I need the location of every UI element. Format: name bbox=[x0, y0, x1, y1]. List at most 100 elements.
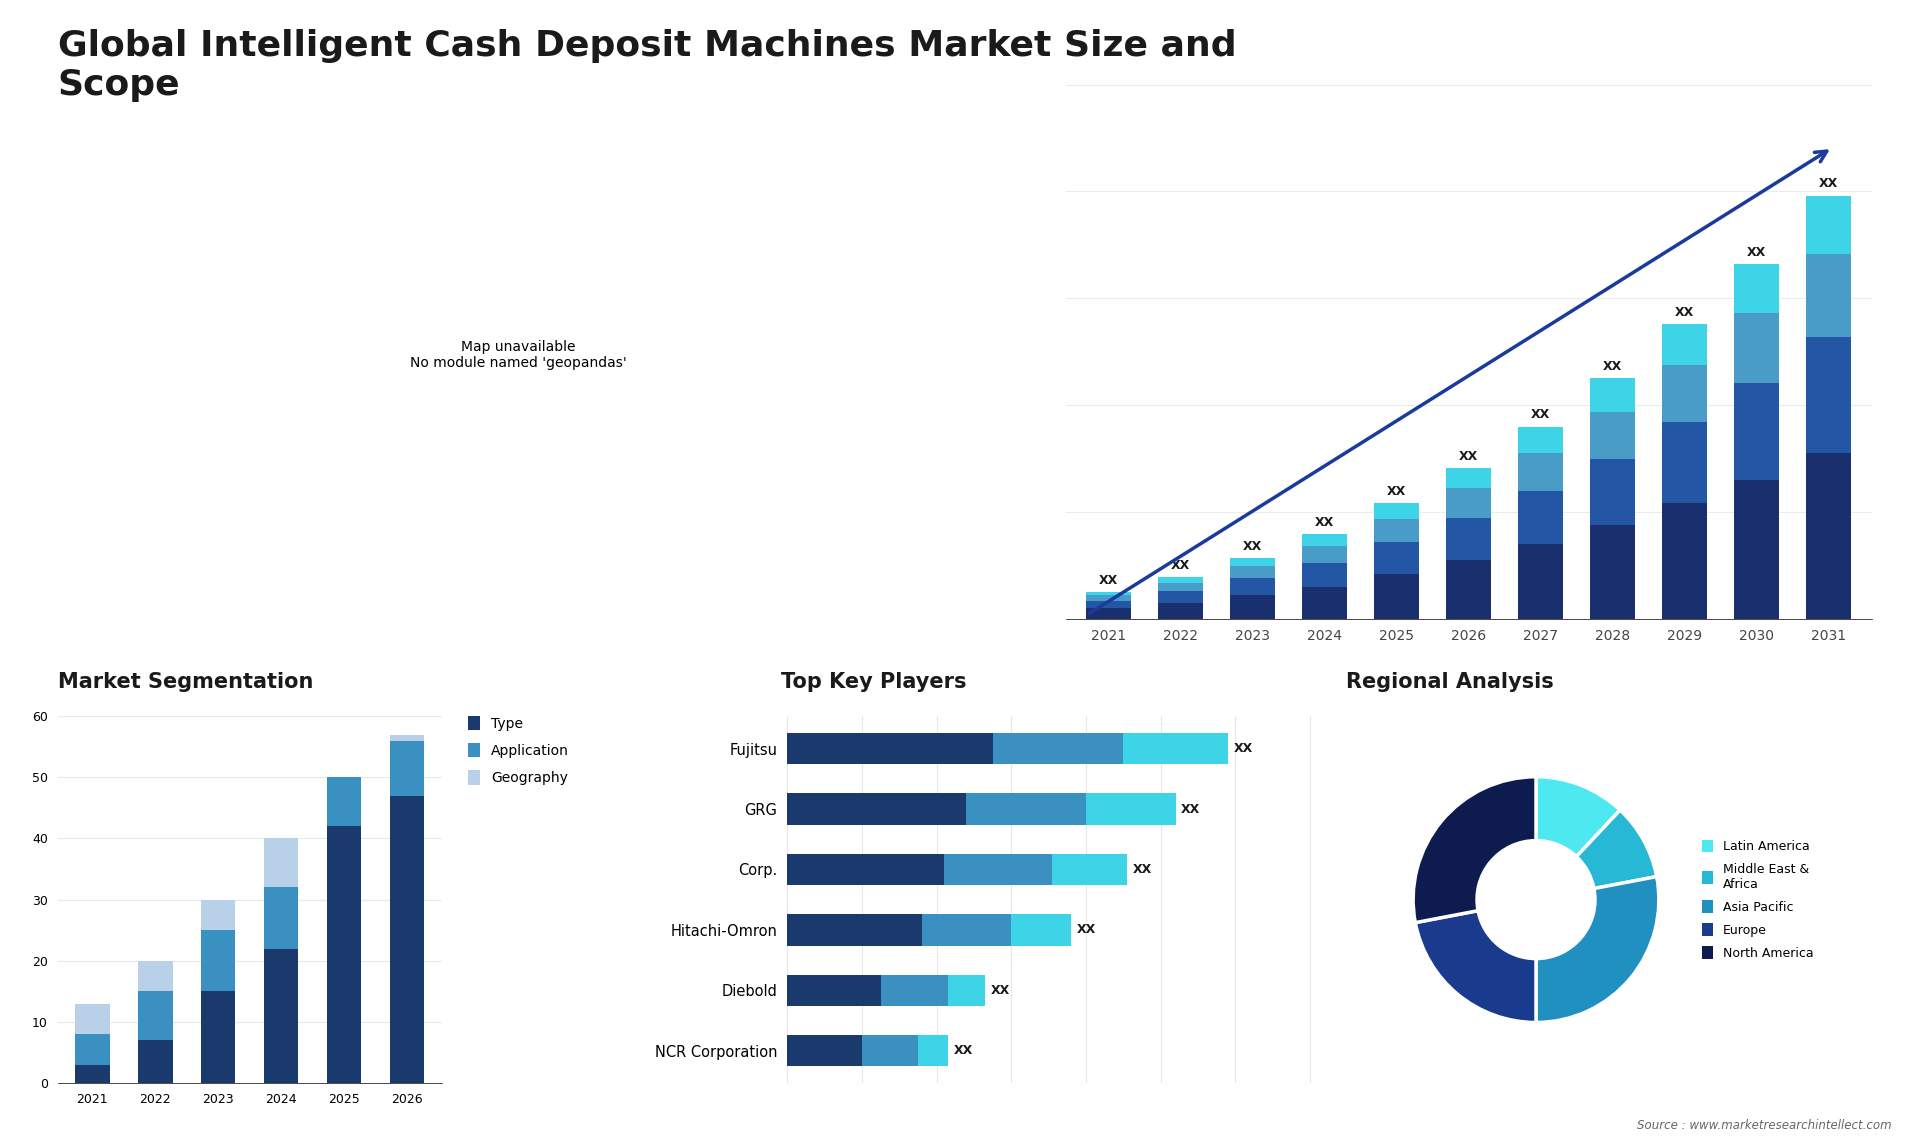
Bar bbox=[1087, 595, 1131, 601]
Bar bbox=[787, 733, 993, 764]
Bar bbox=[75, 1065, 109, 1083]
Bar bbox=[1302, 534, 1348, 547]
Text: XX: XX bbox=[1181, 802, 1200, 816]
Bar bbox=[1087, 793, 1175, 825]
Wedge shape bbox=[1413, 777, 1536, 923]
Bar bbox=[862, 1035, 918, 1066]
Bar bbox=[1375, 503, 1419, 519]
Bar bbox=[787, 1035, 862, 1066]
Bar bbox=[1734, 383, 1780, 480]
Bar bbox=[263, 887, 298, 949]
Bar bbox=[390, 795, 424, 1083]
Wedge shape bbox=[1536, 877, 1659, 1022]
Bar bbox=[263, 949, 298, 1083]
Bar bbox=[138, 1041, 173, 1083]
Bar bbox=[1807, 453, 1851, 619]
Text: Global Intelligent Cash Deposit Machines Market Size and
Scope: Global Intelligent Cash Deposit Machines… bbox=[58, 29, 1236, 102]
Bar bbox=[1807, 254, 1851, 337]
Text: XX: XX bbox=[1077, 924, 1096, 936]
Bar bbox=[1734, 480, 1780, 619]
Bar bbox=[1375, 574, 1419, 619]
Legend: Latin America, Middle East &
Africa, Asia Pacific, Europe, North America: Latin America, Middle East & Africa, Asi… bbox=[1701, 840, 1814, 959]
Bar bbox=[390, 740, 424, 795]
Text: XX: XX bbox=[1098, 574, 1119, 587]
Bar bbox=[1446, 560, 1492, 619]
Bar bbox=[993, 733, 1123, 764]
Bar bbox=[202, 991, 236, 1083]
Bar bbox=[787, 854, 945, 885]
Text: MARKET
RESEARCH
INTELLECT: MARKET RESEARCH INTELLECT bbox=[1797, 45, 1851, 77]
Bar bbox=[1087, 592, 1131, 595]
Bar bbox=[1663, 324, 1707, 364]
Bar bbox=[1158, 591, 1204, 603]
Bar bbox=[1519, 426, 1563, 453]
Bar bbox=[918, 1035, 948, 1066]
Bar bbox=[1446, 518, 1492, 560]
Text: XX: XX bbox=[1459, 450, 1478, 463]
Text: Market Segmentation: Market Segmentation bbox=[58, 672, 313, 691]
Bar bbox=[966, 793, 1087, 825]
Bar bbox=[1302, 564, 1348, 587]
Bar bbox=[881, 974, 948, 1006]
Bar bbox=[1590, 378, 1636, 411]
Wedge shape bbox=[1415, 911, 1536, 1022]
Bar bbox=[1446, 469, 1492, 488]
Bar bbox=[1807, 337, 1851, 453]
Bar bbox=[1087, 601, 1131, 609]
Bar bbox=[263, 839, 298, 887]
Text: XX: XX bbox=[1242, 540, 1263, 552]
Text: XX: XX bbox=[1386, 485, 1407, 499]
Text: XX: XX bbox=[1674, 306, 1695, 319]
Bar bbox=[922, 915, 1012, 945]
Text: Source : www.marketresearchintellect.com: Source : www.marketresearchintellect.com bbox=[1636, 1120, 1891, 1132]
Bar bbox=[1375, 519, 1419, 542]
Bar bbox=[202, 931, 236, 991]
Bar bbox=[138, 960, 173, 991]
Bar bbox=[1231, 579, 1275, 595]
Bar bbox=[1590, 458, 1636, 525]
Text: XX: XX bbox=[954, 1044, 973, 1057]
Bar bbox=[75, 1004, 109, 1034]
Bar bbox=[1158, 582, 1204, 591]
Bar bbox=[1663, 422, 1707, 503]
Text: Top Key Players: Top Key Players bbox=[781, 672, 966, 691]
Bar bbox=[1734, 264, 1780, 313]
Bar bbox=[948, 974, 985, 1006]
Bar bbox=[1231, 558, 1275, 566]
Bar bbox=[390, 735, 424, 740]
Bar bbox=[787, 915, 922, 945]
Bar bbox=[1158, 578, 1204, 582]
Bar bbox=[1590, 411, 1636, 458]
Bar bbox=[1123, 733, 1229, 764]
Text: XX: XX bbox=[1133, 863, 1152, 876]
Bar bbox=[1807, 196, 1851, 254]
Bar bbox=[1519, 544, 1563, 619]
Bar bbox=[1231, 566, 1275, 579]
Bar bbox=[1231, 595, 1275, 619]
Bar bbox=[1734, 313, 1780, 383]
Text: XX: XX bbox=[991, 983, 1010, 997]
Text: XX: XX bbox=[1818, 178, 1839, 190]
Bar bbox=[326, 777, 361, 826]
Bar bbox=[1663, 503, 1707, 619]
Bar bbox=[1052, 854, 1127, 885]
Bar bbox=[202, 900, 236, 931]
Bar bbox=[1158, 603, 1204, 619]
Legend: Type, Application, Geography: Type, Application, Geography bbox=[468, 716, 568, 785]
Text: XX: XX bbox=[1171, 559, 1190, 572]
Bar bbox=[1663, 364, 1707, 422]
Text: XX: XX bbox=[1747, 245, 1766, 259]
Bar bbox=[138, 991, 173, 1041]
Wedge shape bbox=[1576, 810, 1657, 888]
Bar bbox=[1012, 915, 1071, 945]
Text: Regional Analysis: Regional Analysis bbox=[1346, 672, 1553, 691]
Text: Map unavailable
No module named 'geopandas': Map unavailable No module named 'geopand… bbox=[411, 340, 626, 370]
Polygon shape bbox=[1626, 34, 1788, 103]
Text: XX: XX bbox=[1233, 743, 1252, 755]
Bar bbox=[787, 793, 966, 825]
Bar bbox=[1302, 587, 1348, 619]
Text: XX: XX bbox=[1530, 408, 1551, 422]
Text: XX: XX bbox=[1603, 360, 1622, 374]
Bar bbox=[326, 826, 361, 1083]
Bar bbox=[945, 854, 1052, 885]
